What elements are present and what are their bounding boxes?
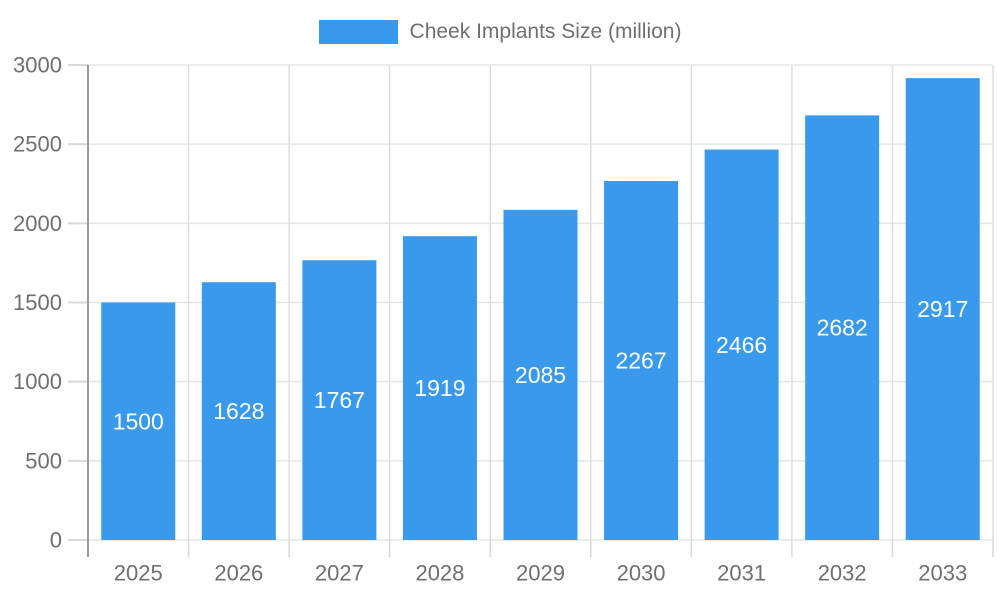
bar	[704, 149, 779, 541]
x-axis-label: 2029	[516, 561, 565, 586]
bar	[805, 115, 880, 540]
y-axis-label: 2000	[13, 211, 62, 236]
legend-swatch-icon	[318, 20, 398, 44]
bar-value-label: 2085	[515, 362, 566, 388]
x-axis-label: 2031	[717, 561, 766, 586]
bar	[101, 302, 176, 540]
bar	[302, 260, 377, 540]
legend: Cheek Implants Size (million)	[0, 20, 1000, 44]
bar	[905, 78, 980, 541]
y-axis-label: 2500	[13, 132, 62, 157]
y-axis-label: 0	[50, 528, 62, 553]
bar	[402, 236, 477, 541]
x-axis-label: 2026	[214, 561, 263, 586]
bar-value-label: 2267	[615, 348, 666, 374]
y-axis-label: 3000	[13, 53, 62, 78]
legend-label: Cheek Implants Size (million)	[409, 20, 682, 43]
y-axis-label: 1000	[13, 369, 62, 394]
bar-value-label: 1628	[213, 398, 264, 424]
x-axis-label: 2027	[315, 561, 364, 586]
y-axis-label: 1500	[13, 290, 62, 315]
x-axis-label: 2033	[918, 561, 967, 586]
bar-value-label: 1919	[414, 375, 465, 401]
bar-value-label: 1767	[314, 387, 365, 413]
x-axis-label: 2028	[415, 561, 464, 586]
x-axis-label: 2032	[818, 561, 867, 586]
bar	[604, 181, 679, 540]
y-axis-label: 500	[25, 448, 62, 473]
bar	[503, 209, 578, 540]
x-axis-label: 2025	[114, 561, 163, 586]
bar	[201, 282, 276, 540]
bar-value-label: 2917	[917, 296, 968, 322]
bar-value-label: 2466	[716, 332, 767, 358]
bar-value-label: 1500	[113, 408, 164, 434]
bar-value-label: 2682	[817, 315, 868, 341]
x-axis-label: 2030	[617, 561, 666, 586]
